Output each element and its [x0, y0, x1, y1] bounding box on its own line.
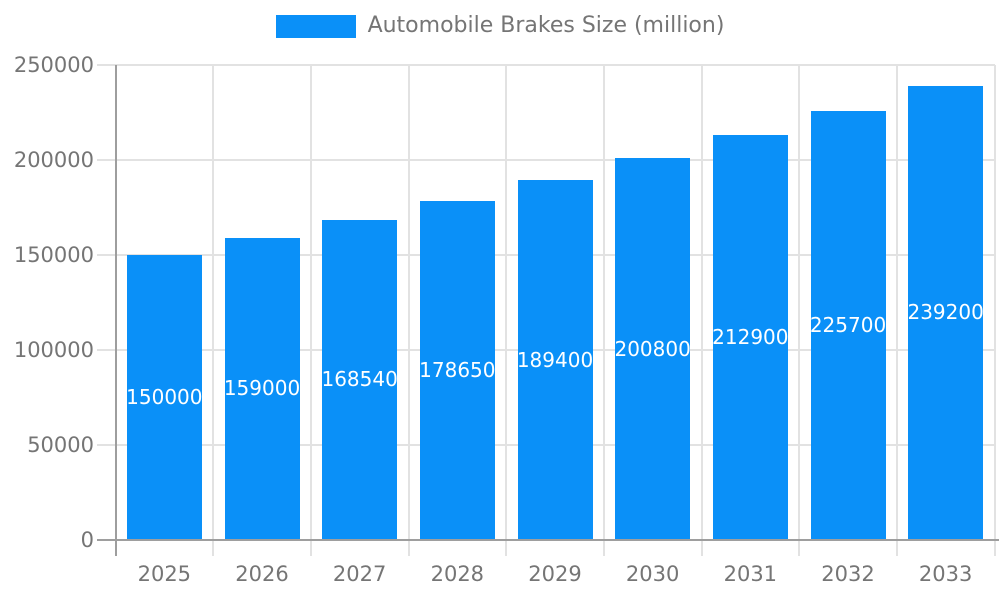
- bar-value-label: 239200: [908, 300, 984, 325]
- x-axis-tick: [602, 540, 605, 556]
- bar: 239200: [908, 85, 984, 539]
- bar-value-label: 168540: [322, 367, 398, 392]
- y-gridline: [97, 64, 995, 66]
- x-axis-tick-label: 2030: [625, 562, 680, 586]
- y-axis-line: [114, 65, 117, 556]
- x-axis-tick: [505, 540, 508, 556]
- x-axis-tick: [212, 540, 215, 556]
- y-axis-tick-label: 150000: [13, 243, 94, 267]
- x-axis-tick-label: 2033: [918, 562, 973, 586]
- bar: 168540: [322, 219, 398, 539]
- x-gridline: [602, 65, 605, 540]
- bar: 159000: [224, 237, 300, 539]
- legend-label: Automobile Brakes Size (million): [367, 13, 725, 38]
- x-axis-tick: [895, 540, 898, 556]
- y-axis-tick-label: 200000: [13, 148, 94, 172]
- x-axis-tick-label: 2025: [137, 562, 192, 586]
- x-gridline: [505, 65, 508, 540]
- bar: 212900: [712, 135, 788, 539]
- bar: 225700: [810, 111, 886, 539]
- legend: Automobile Brakes Size (million): [0, 13, 1000, 39]
- bar-value-label: 189400: [517, 347, 593, 372]
- bar-value-label: 212900: [712, 325, 788, 350]
- x-gridline: [798, 65, 801, 540]
- x-gridline: [309, 65, 312, 540]
- x-axis-tick-label: 2028: [430, 562, 485, 586]
- x-axis-tick-label: 2029: [528, 562, 582, 586]
- x-axis-tick: [700, 540, 703, 556]
- bar-value-label: 225700: [810, 313, 886, 338]
- x-axis-tick: [309, 540, 312, 556]
- y-axis-tick-label: 0: [80, 528, 94, 552]
- y-axis-tick-label: 250000: [13, 53, 94, 77]
- y-gridline: [97, 159, 995, 161]
- x-axis-tick-label: 2027: [332, 562, 387, 586]
- y-axis-tick-label: 100000: [13, 338, 94, 362]
- bar-value-label: 159000: [224, 376, 300, 401]
- x-gridline: [407, 65, 410, 540]
- bar: 150000: [126, 255, 202, 539]
- x-axis-tick: [993, 540, 996, 556]
- x-axis-tick-label: 2032: [821, 562, 875, 586]
- x-axis-line: [97, 539, 999, 541]
- x-gridline: [993, 65, 996, 540]
- x-axis-tick: [407, 540, 410, 556]
- bar-value-label: 200800: [615, 336, 691, 361]
- x-gridline: [895, 65, 898, 540]
- bar: 189400: [517, 180, 593, 539]
- bar: 200800: [615, 158, 691, 539]
- bar-value-label: 178650: [419, 357, 495, 382]
- x-gridline: [700, 65, 703, 540]
- bar-value-label: 150000: [126, 385, 202, 409]
- x-axis-tick-label: 2031: [723, 562, 778, 586]
- x-axis-tick: [798, 540, 801, 556]
- x-axis-tick-label: 2026: [235, 562, 289, 586]
- x-gridline: [212, 65, 215, 540]
- legend-color-swatch: [275, 14, 356, 38]
- bar: 178650: [419, 200, 495, 539]
- y-axis-tick-label: 50000: [27, 433, 94, 457]
